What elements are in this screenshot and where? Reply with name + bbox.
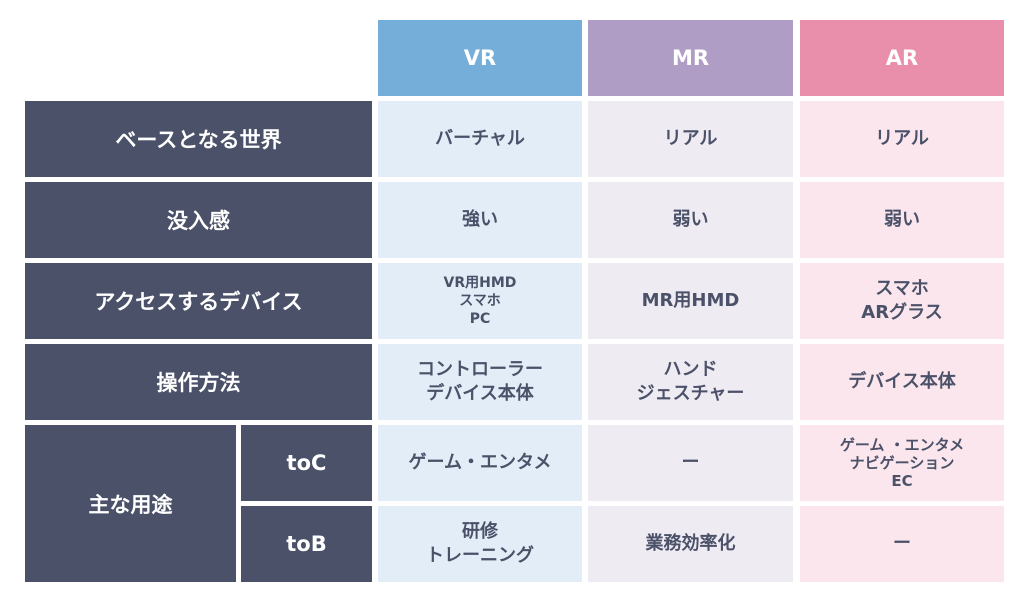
cell-toc-mr: ー bbox=[588, 425, 793, 501]
cell-tob-mr: 業務効率化 bbox=[588, 506, 793, 582]
cell-vr: VR用HMD スマホ PC bbox=[378, 263, 582, 339]
cell-mr: MR用HMD bbox=[588, 263, 793, 339]
header-vr: VR bbox=[378, 20, 582, 96]
row-label: 没入感 bbox=[25, 182, 372, 258]
cell-ar: デバイス本体 bbox=[800, 344, 1004, 420]
cell-ar: リアル bbox=[800, 101, 1004, 177]
row-label-tob: toB bbox=[241, 506, 372, 582]
cell-vr: 強い bbox=[378, 182, 582, 258]
row-label-usage: 主な用途 bbox=[25, 425, 236, 582]
cell-ar: スマホ ARグラス bbox=[800, 263, 1004, 339]
cell-mr: ハンド ジェスチャー bbox=[588, 344, 793, 420]
cell-toc-vr: ゲーム・エンタメ bbox=[378, 425, 582, 501]
cell-tob-vr: 研修 トレーニング bbox=[378, 506, 582, 582]
row-label-toc: toC bbox=[241, 425, 372, 501]
cell-ar: 弱い bbox=[800, 182, 1004, 258]
cell-toc-ar: ゲーム ・エンタメ ナビゲーション EC bbox=[800, 425, 1004, 501]
header-mr: MR bbox=[588, 20, 793, 96]
cell-vr: バーチャル bbox=[378, 101, 582, 177]
header-ar: AR bbox=[800, 20, 1004, 96]
row-label: 操作方法 bbox=[25, 344, 372, 420]
cell-mr: リアル bbox=[588, 101, 793, 177]
cell-vr: コントローラー デバイス本体 bbox=[378, 344, 582, 420]
cell-tob-ar: ー bbox=[800, 506, 1004, 582]
row-label: ベースとなる世界 bbox=[25, 101, 372, 177]
row-label: アクセスするデバイス bbox=[25, 263, 372, 339]
cell-mr: 弱い bbox=[588, 182, 793, 258]
